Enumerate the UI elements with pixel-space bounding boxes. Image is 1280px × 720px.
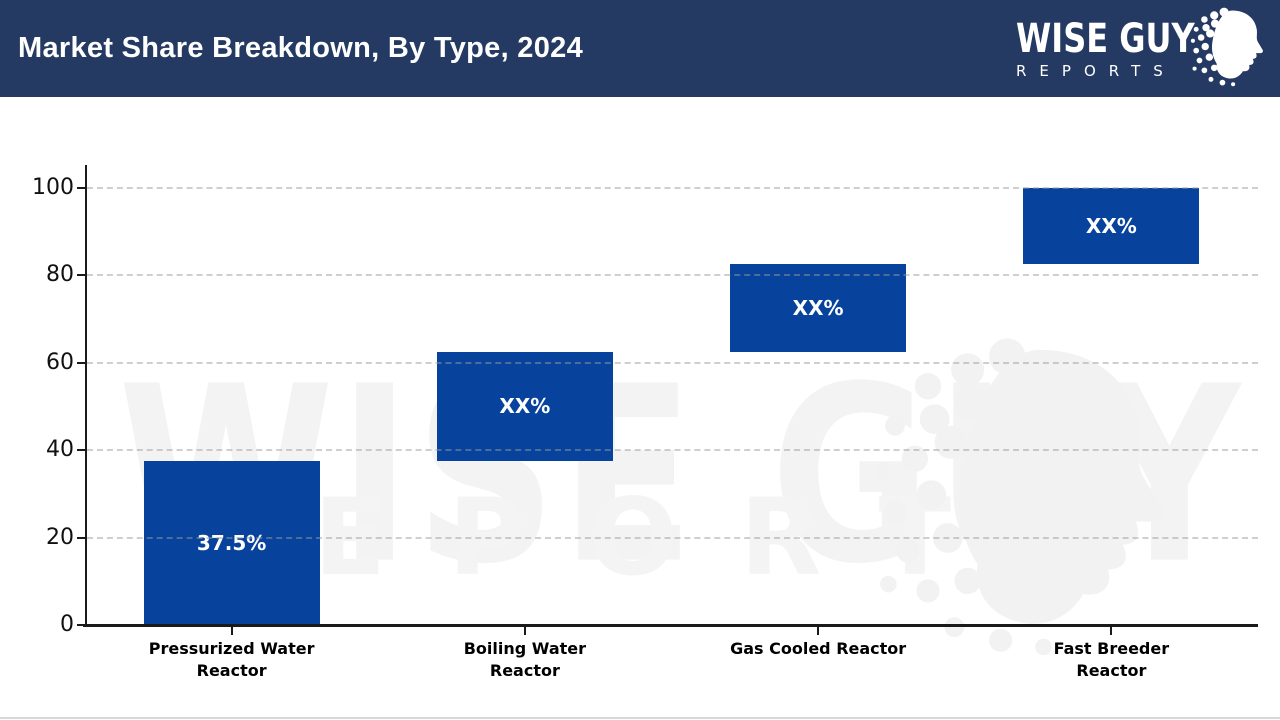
header-bar: Market Share Breakdown, By Type, 2024 WI… <box>0 0 1280 97</box>
y-tick-mark <box>77 536 86 539</box>
brand-logo: WISE GUY REPORTS <box>1016 6 1270 92</box>
bar-segment-3: XX% <box>1023 187 1200 265</box>
gridline-20 <box>87 536 1258 539</box>
gridline-100 <box>87 186 1258 189</box>
bar-value-label: 37.5% <box>196 530 267 555</box>
x-tick-mark <box>230 627 233 635</box>
bar-value-label: XX% <box>1085 213 1137 238</box>
y-tick-mark <box>77 274 86 276</box>
y-tick-label: 80 <box>46 262 74 287</box>
y-tick-mark <box>77 624 86 626</box>
x-category-label: Fast Breeder Reactor <box>1053 639 1170 680</box>
y-tick-label: 0 <box>60 612 74 637</box>
x-tick-mark <box>1110 627 1113 635</box>
footer-divider <box>0 717 1280 719</box>
brand-face-icon <box>1190 7 1263 87</box>
x-category-label: Boiling Water Reactor <box>463 639 587 680</box>
brand-subtitle: REPORTS <box>1016 61 1176 80</box>
brand-name: WISE GUY <box>1016 15 1195 62</box>
page-title: Market Share Breakdown, By Type, 2024 <box>18 32 584 64</box>
gridline-80 <box>87 274 1258 276</box>
y-tick-label: 100 <box>32 174 74 200</box>
y-tick-label: 40 <box>46 437 74 462</box>
bar-segment-0: 37.5% <box>143 460 320 625</box>
y-tick-mark <box>77 449 86 451</box>
gridline-40 <box>87 449 1258 451</box>
bar-value-label: XX% <box>499 394 551 419</box>
x-tick-mark <box>523 627 526 635</box>
y-tick-label: 20 <box>46 524 74 550</box>
x-category-label: Gas Cooled Reactor <box>730 639 907 658</box>
bar-value-label: XX% <box>792 295 844 320</box>
bar-segment-2: XX% <box>730 264 907 352</box>
x-category-label: Pressurized Water Reactor <box>148 639 315 680</box>
brand-text: WISE GUY REPORTS <box>1016 15 1195 80</box>
gridline-60 <box>87 361 1258 364</box>
bar-segment-1: XX% <box>436 351 613 461</box>
x-tick-mark <box>817 627 820 635</box>
y-tick-mark <box>77 361 86 364</box>
x-axis-line <box>83 624 1258 627</box>
y-axis-line <box>85 165 87 627</box>
y-tick-mark <box>77 186 86 189</box>
y-tick-label: 60 <box>46 349 74 375</box>
